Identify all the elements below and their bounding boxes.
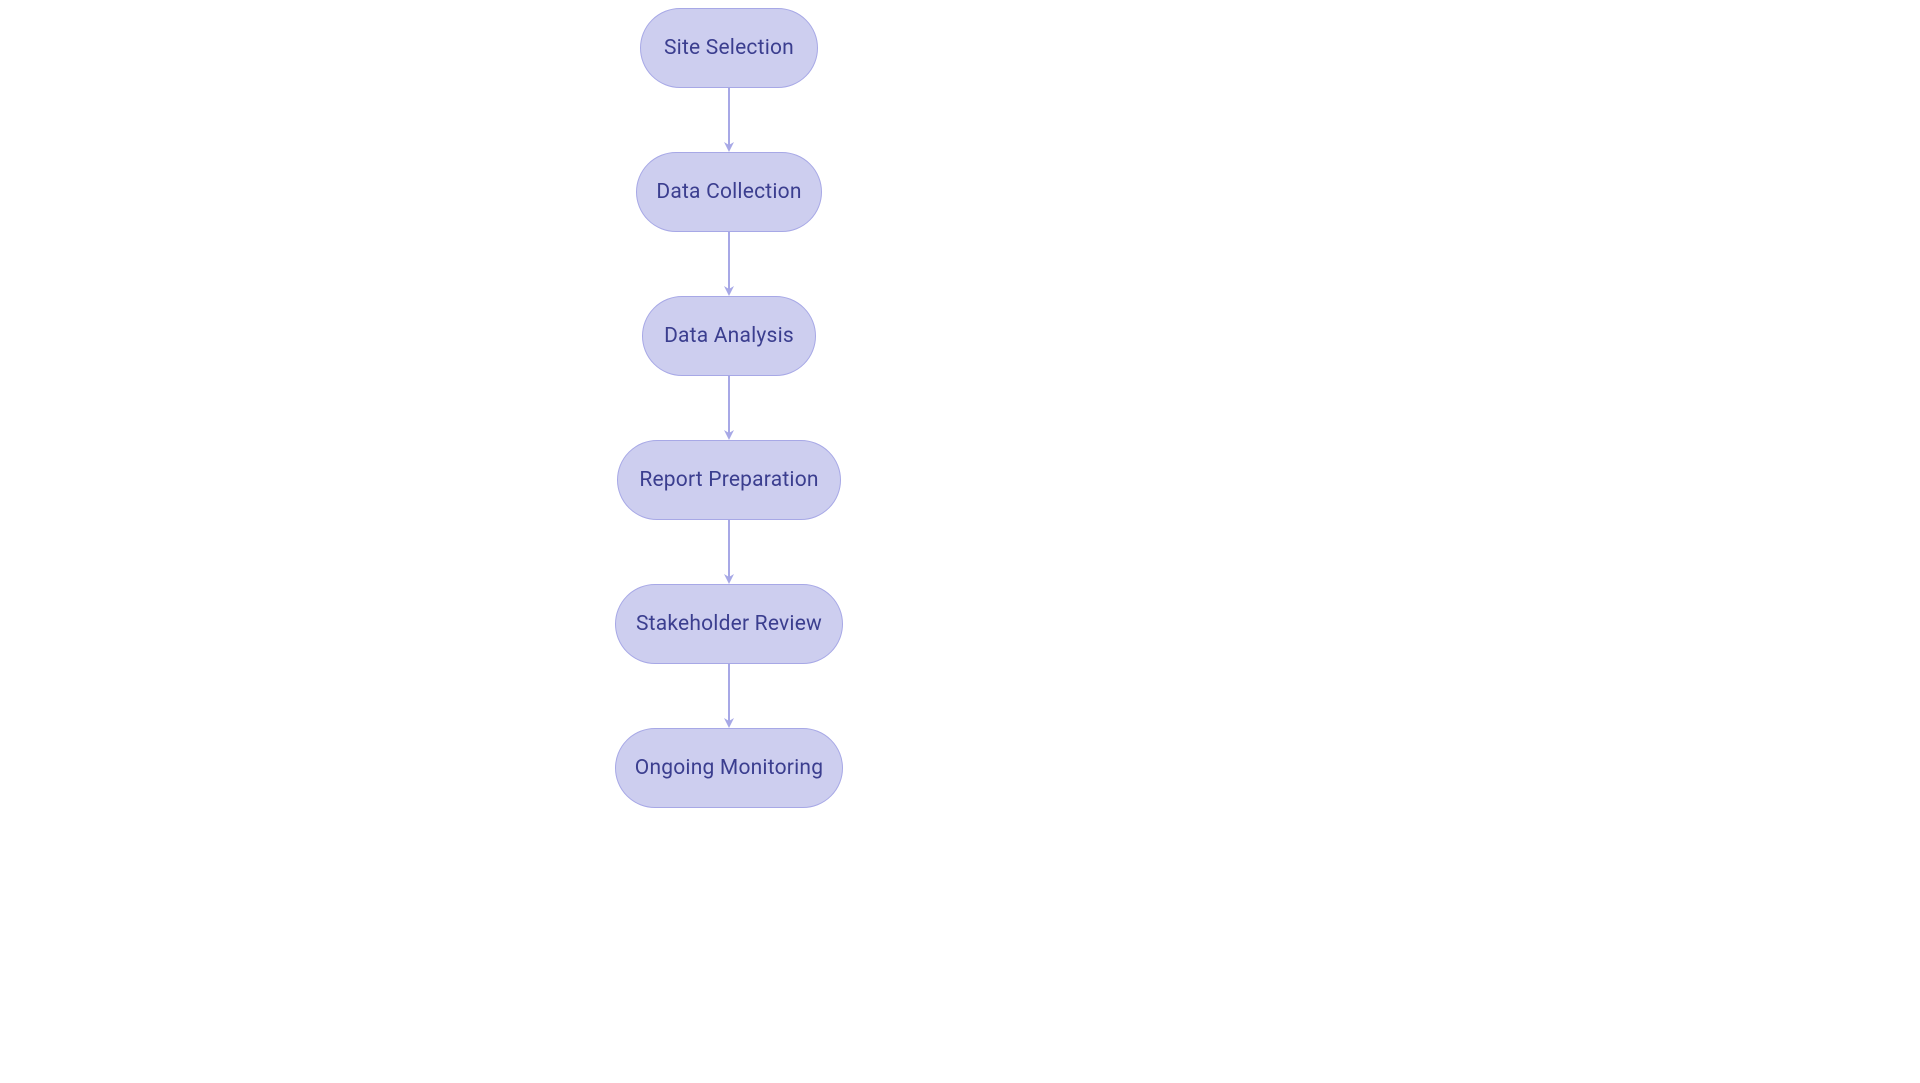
flowchart-node: Ongoing Monitoring <box>615 728 843 808</box>
flowchart-node-label: Stakeholder Review <box>636 612 822 636</box>
flowchart-edges <box>0 0 1920 1083</box>
flowchart-node-label: Site Selection <box>664 36 794 60</box>
flowchart-node: Data Analysis <box>642 296 816 376</box>
flowchart-node: Data Collection <box>636 152 822 232</box>
flowchart-node-label: Ongoing Monitoring <box>635 756 823 780</box>
flowchart-node: Report Preparation <box>617 440 841 520</box>
flowchart-canvas: Site Selection Data Collection Data Analys… <box>0 0 1920 1083</box>
flowchart-node: Stakeholder Review <box>615 584 843 664</box>
flowchart-node-label: Report Preparation <box>639 468 818 492</box>
flowchart-node: Site Selection <box>640 8 818 88</box>
flowchart-node-label: Data Analysis <box>664 324 794 348</box>
flowchart-node-label: Data Collection <box>656 180 801 204</box>
